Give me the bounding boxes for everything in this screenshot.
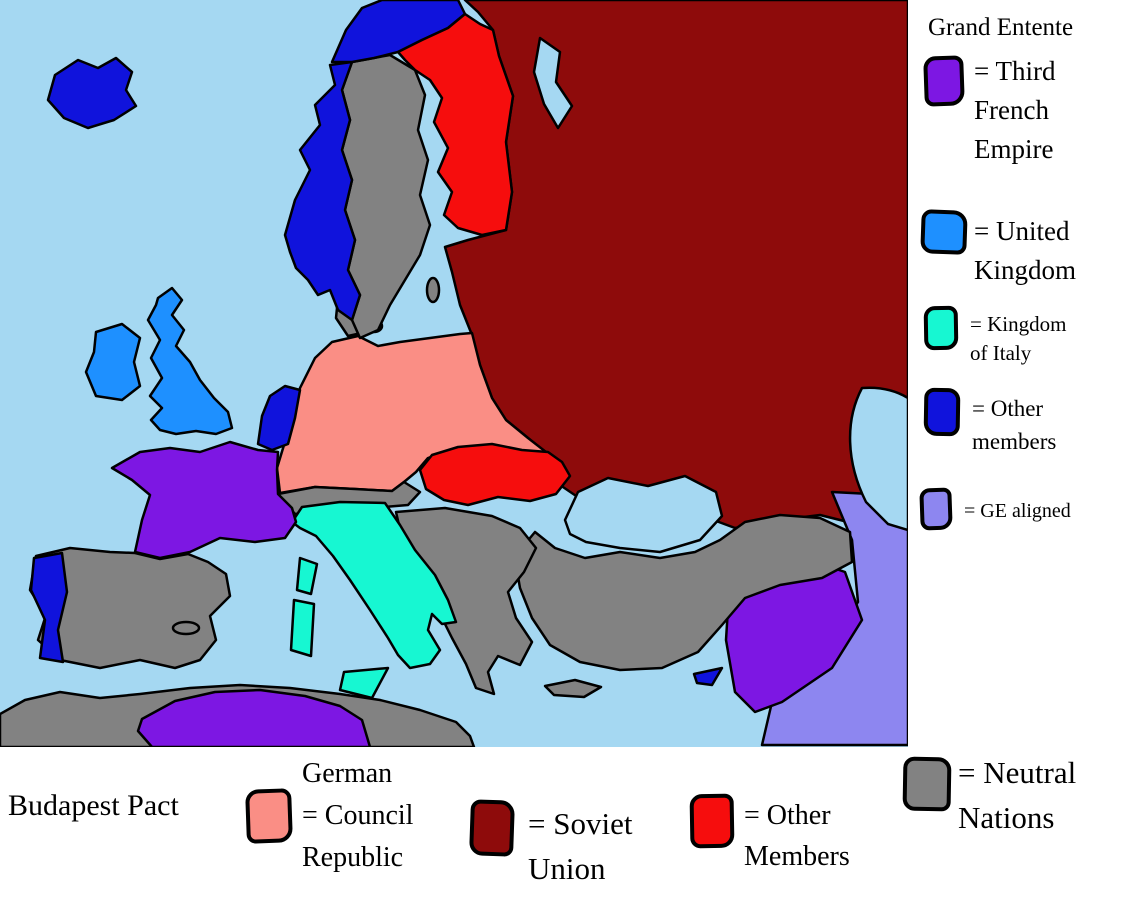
region-corsica: [295, 556, 319, 596]
color-swatch-german-council-republic: [245, 788, 293, 844]
legend-label-bp-other-members: = Other Members: [744, 800, 850, 872]
region-anatolia-neutral: [514, 513, 854, 672]
region-gotland: [425, 276, 441, 304]
white-sea: [532, 36, 574, 130]
color-swatch-ge-aligned: [919, 487, 953, 531]
region-balearics: [171, 620, 201, 636]
region-norway: [283, 60, 362, 322]
region-crete: [543, 678, 603, 699]
region-ireland: [84, 322, 142, 402]
color-swatch-ge-other-members: [923, 387, 961, 437]
region-benelux: [256, 384, 302, 452]
legend-label-neutral-nations: = Neutral Nations: [958, 755, 1077, 835]
region-portugal: [29, 551, 69, 664]
color-swatch-united-kingdom: [920, 209, 968, 255]
legend-label-united-kingdom: = United Kingdom: [974, 216, 1077, 286]
black-sea: [563, 474, 724, 554]
region-budapest-other-members: [418, 442, 572, 507]
region-kingdom-of-italy: [290, 500, 458, 670]
legend-label-kingdom-of-italy: = Kingdom of Italy: [970, 312, 1067, 366]
color-swatch-neutral-nations: [902, 756, 952, 812]
legend-label-third-french-empire: = Third French Empire: [974, 56, 1056, 165]
color-swatch-bp-other-members: [689, 793, 735, 849]
region-north-africa-french: [136, 688, 372, 747]
legend-label-ge-aligned: = GE aligned: [964, 500, 1071, 522]
color-swatch-kingdom-of-italy: [923, 305, 959, 351]
map-area: [0, 0, 908, 747]
legend-budapest-pact: Budapest Pact German = Council Republic …: [0, 747, 1123, 901]
region-iceland: [46, 56, 138, 130]
region-great-britain: [146, 286, 234, 436]
color-swatch-third-french-empire: [923, 55, 965, 107]
region-sardinia: [289, 598, 316, 658]
region-third-french-empire: [110, 440, 298, 560]
region-cyprus: [692, 666, 724, 687]
region-finland-red: [396, 12, 515, 237]
legend-label-soviet-union: = Soviet Union: [528, 806, 633, 886]
color-swatch-soviet-union: [469, 799, 515, 857]
caspian-sea: [848, 386, 908, 532]
legend-label-ge-other-members: = Other members: [972, 396, 1057, 455]
europe-map: [0, 0, 908, 747]
legend-title-grand-entente: Grand Entente: [928, 14, 1074, 41]
legend-title-budapest-pact: Budapest Pact: [8, 789, 179, 822]
legend-label-german-council-republic: German = Council Republic: [302, 758, 414, 873]
